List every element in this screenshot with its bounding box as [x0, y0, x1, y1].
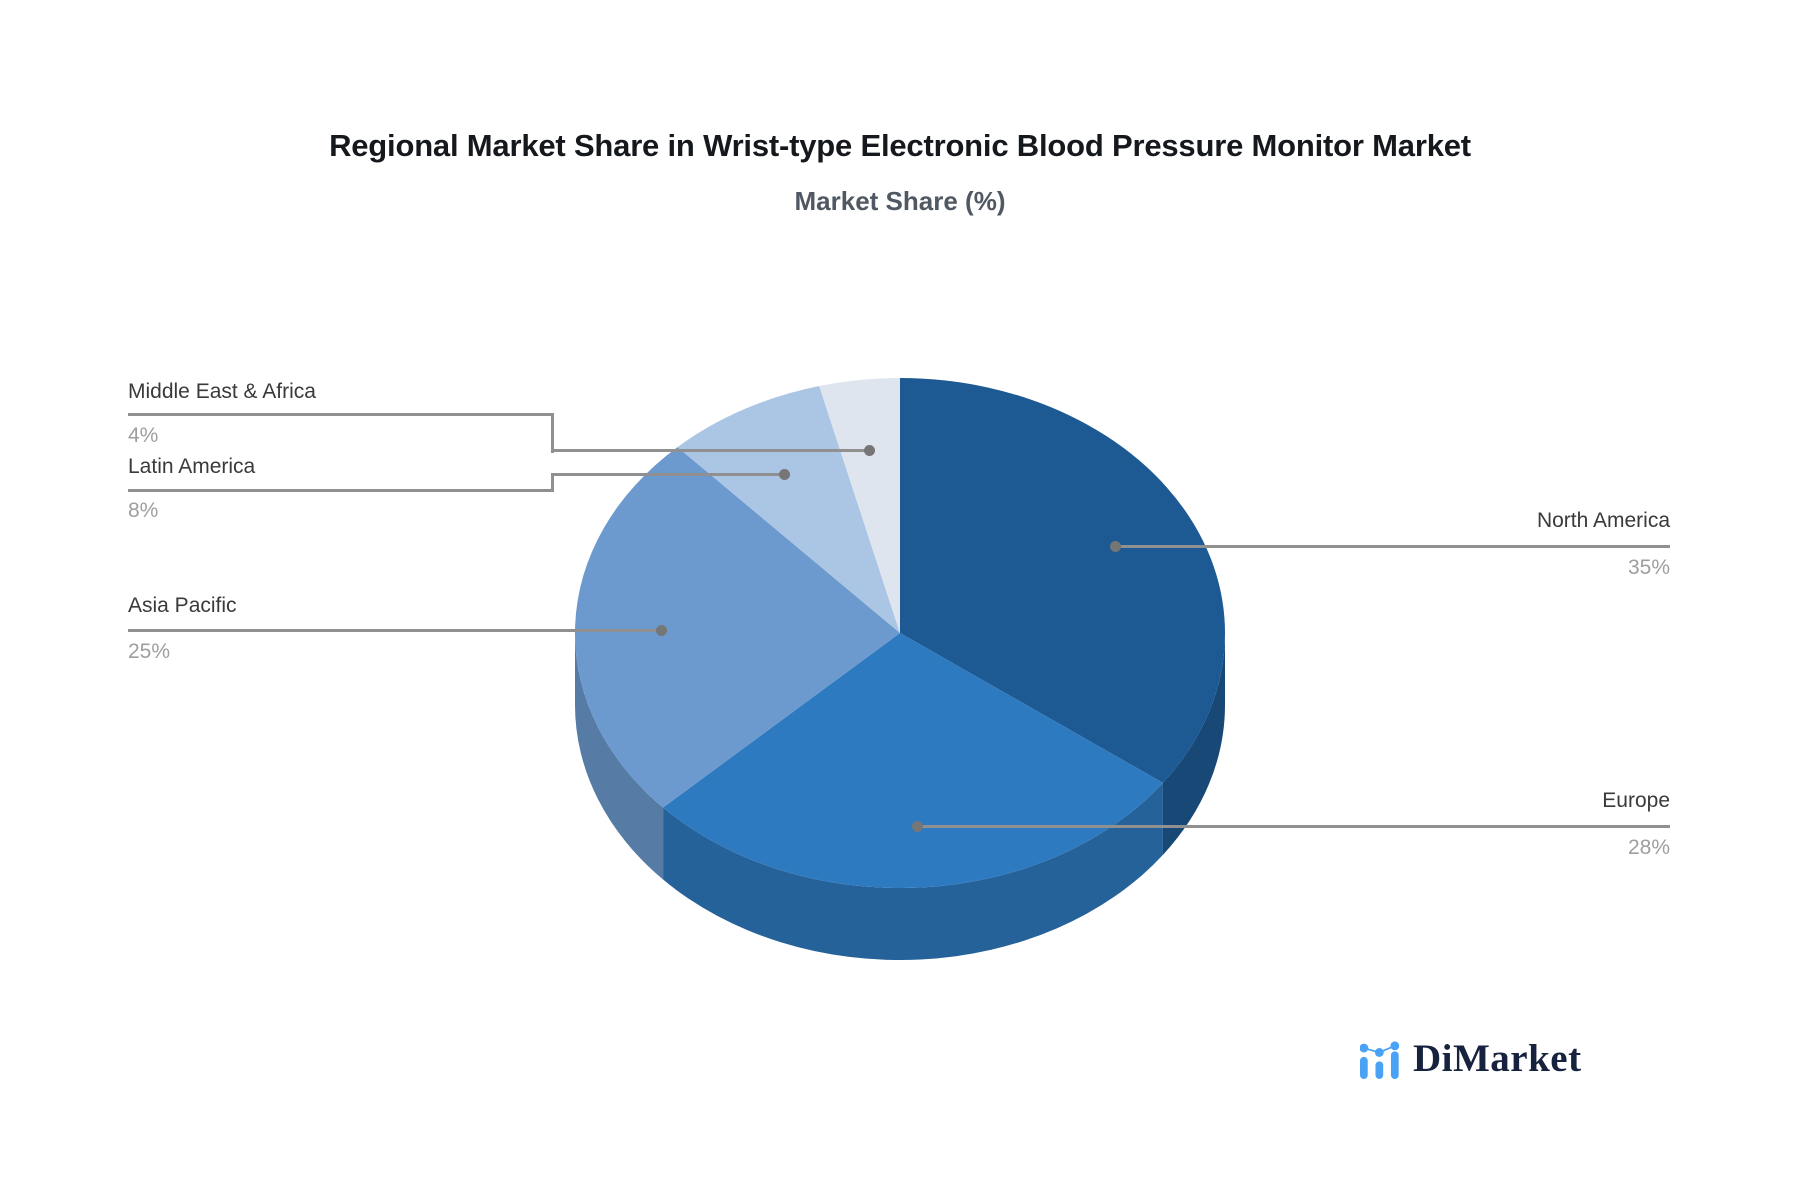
slice-dot-latin-america [779, 469, 790, 480]
label-latin-america: Latin America [128, 455, 256, 478]
value-middle-east-africa: 4% [128, 424, 159, 447]
value-north-america: 35% [1627, 556, 1670, 579]
pie-slice-north-america[interactable] [900, 378, 1226, 783]
leader-line-latin-america [553, 473, 786, 476]
dimarket-logo: DiMarket [1360, 1036, 1582, 1080]
underline-latin-america [128, 489, 554, 492]
value-europe: 28% [1627, 836, 1670, 859]
pie-slice-europe[interactable] [663, 633, 1163, 888]
slice-dot-north-america [1110, 541, 1121, 552]
label-middle-east-africa: Middle East & Africa [128, 380, 316, 403]
pie-rim-north-america [1162, 633, 1225, 855]
leader-line-north-america [1115, 545, 1670, 548]
label-europe: Europe [1602, 789, 1670, 812]
pie-slice-asia-pacific[interactable] [575, 447, 900, 808]
slice-dot-asia-pacific [656, 625, 667, 636]
leader-elbow-middle-east-africa [551, 413, 554, 453]
pie-slice-latin-america[interactable] [677, 386, 900, 633]
leader-line-asia-pacific [128, 629, 664, 632]
pie-rim-europe [663, 782, 1163, 961]
underline-middle-east-africa [128, 413, 554, 416]
pie-rim-asia-pacific [575, 633, 664, 880]
slice-dot-middle-east-africa [864, 445, 875, 456]
value-latin-america: 8% [128, 499, 159, 522]
chart-subtitle: Market Share (%) [794, 186, 1006, 216]
label-asia-pacific: Asia Pacific [128, 594, 237, 617]
chart-title: Regional Market Share in Wrist-type Elec… [329, 128, 1471, 163]
leader-line-europe [917, 825, 1670, 828]
value-asia-pacific: 25% [128, 640, 171, 663]
pie-slice-middle-east-africa[interactable] [819, 378, 900, 633]
leader-elbow-latin-america [551, 473, 554, 492]
label-north-america: North America [1536, 509, 1670, 532]
bar-chart-logo-icon [1360, 1041, 1400, 1079]
slice-dot-europe [912, 821, 923, 832]
logo-wordmark: DiMarket [1413, 1037, 1582, 1080]
leader-line-middle-east-africa [553, 449, 871, 452]
